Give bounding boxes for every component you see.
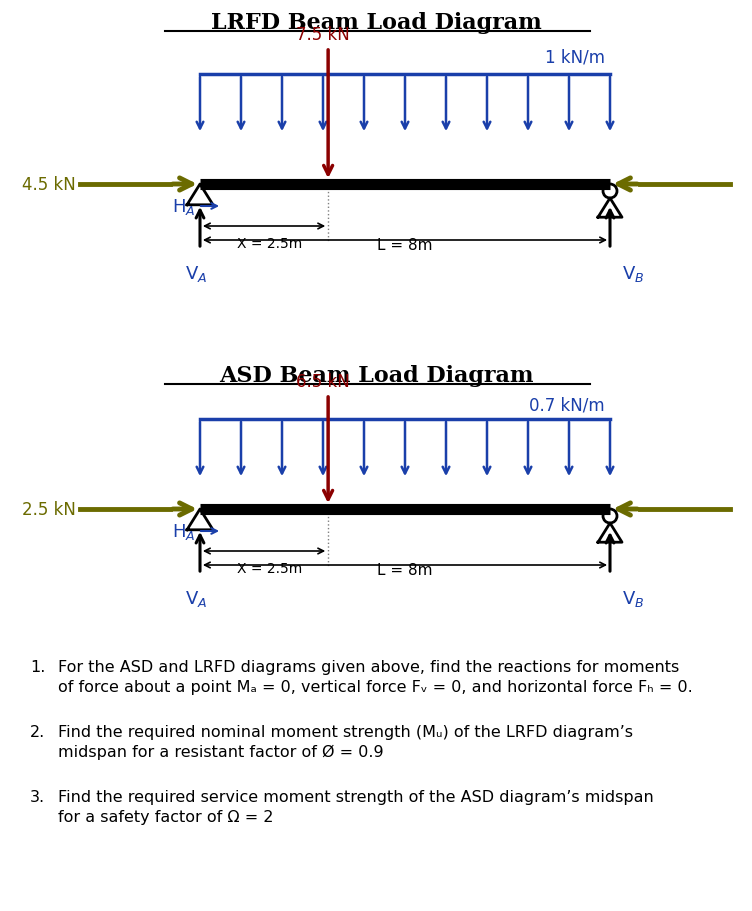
Text: V$_A$: V$_A$ bbox=[185, 589, 207, 609]
Text: Find the required nominal moment strength (Mᵤ) of the LRFD diagram’s: Find the required nominal moment strengt… bbox=[58, 724, 633, 739]
Text: 1 kN/m: 1 kN/m bbox=[545, 49, 605, 67]
Text: H$_A$: H$_A$ bbox=[171, 197, 195, 217]
Text: X = 2.5m: X = 2.5m bbox=[238, 237, 303, 251]
Text: 6.5 kN: 6.5 kN bbox=[296, 373, 350, 391]
Text: V$_B$: V$_B$ bbox=[622, 589, 644, 609]
Text: 1.: 1. bbox=[30, 660, 45, 674]
Text: 7.5 kN: 7.5 kN bbox=[296, 26, 350, 44]
Text: midspan for a resistant factor of Ø = 0.9: midspan for a resistant factor of Ø = 0.… bbox=[58, 744, 384, 760]
Text: 0.7 kN/m: 0.7 kN/m bbox=[529, 395, 605, 414]
Text: of force about a point Mₐ = 0, vertical force Fᵥ = 0, and horizontal force Fₕ = : of force about a point Mₐ = 0, vertical … bbox=[58, 680, 693, 694]
Text: V$_B$: V$_B$ bbox=[622, 263, 644, 283]
Text: LRFD Beam Load Diagram: LRFD Beam Load Diagram bbox=[211, 12, 541, 34]
Text: 2.5 kN: 2.5 kN bbox=[22, 500, 76, 518]
Text: L = 8m: L = 8m bbox=[378, 562, 432, 578]
Text: 2.: 2. bbox=[30, 724, 45, 739]
Text: H$_A$: H$_A$ bbox=[171, 521, 195, 541]
Text: Find the required service moment strength of the ASD diagram’s midspan: Find the required service moment strengt… bbox=[58, 789, 653, 804]
Text: 4.5 kN: 4.5 kN bbox=[23, 176, 76, 194]
Text: L = 8m: L = 8m bbox=[378, 238, 432, 252]
Text: V$_A$: V$_A$ bbox=[185, 263, 207, 283]
Text: For the ASD and LRFD diagrams given above, find the reactions for moments: For the ASD and LRFD diagrams given abov… bbox=[58, 660, 679, 674]
Text: for a safety factor of Ω = 2: for a safety factor of Ω = 2 bbox=[58, 809, 274, 824]
Text: 3.: 3. bbox=[30, 789, 45, 804]
Text: X = 2.5m: X = 2.5m bbox=[238, 561, 303, 576]
Text: ASD Beam Load Diagram: ASD Beam Load Diagram bbox=[219, 364, 533, 386]
